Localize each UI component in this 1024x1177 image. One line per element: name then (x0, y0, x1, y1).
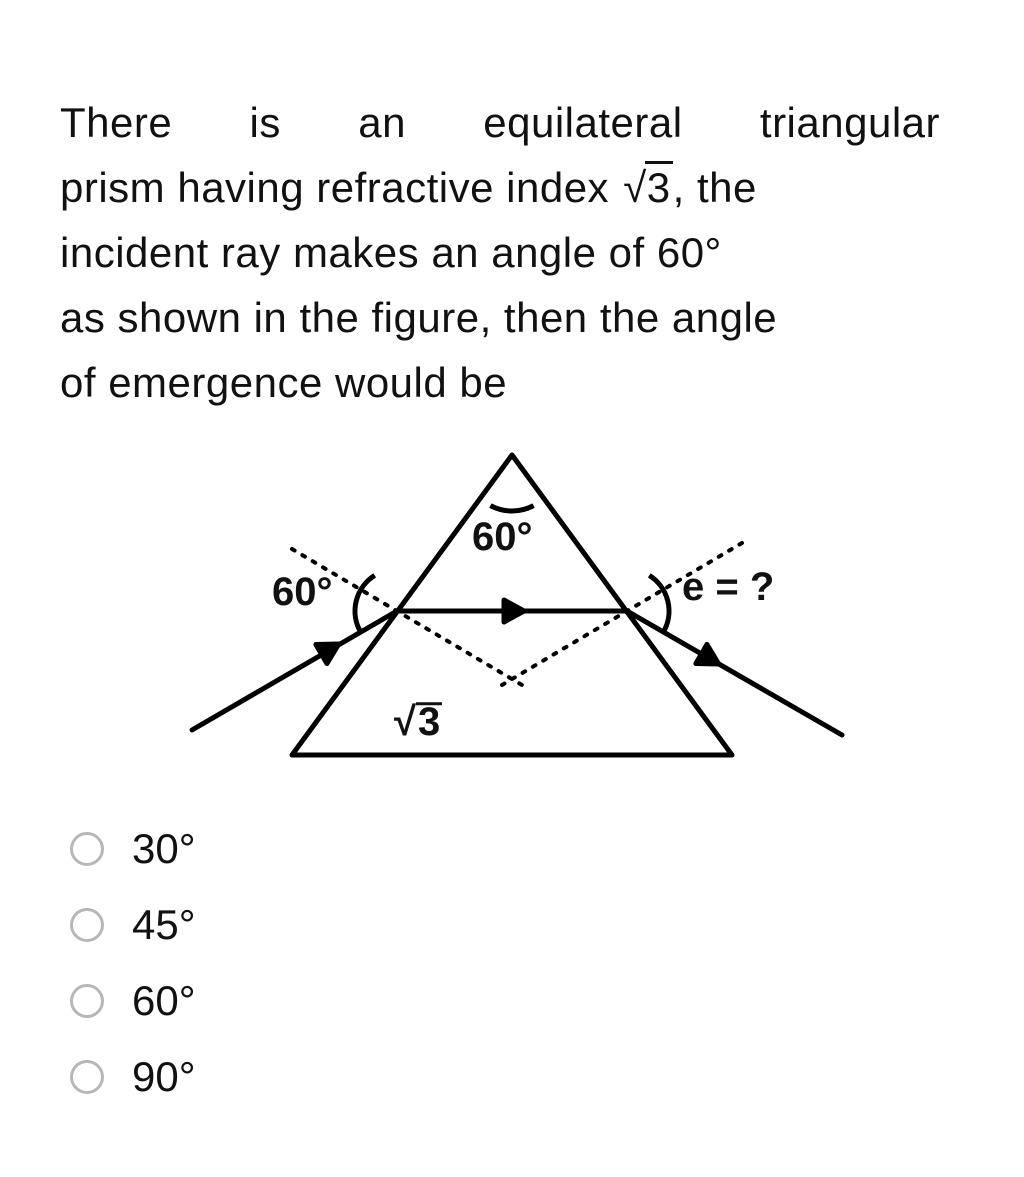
option-c[interactable]: 60° (70, 977, 964, 1025)
svg-text:√: √ (394, 700, 417, 744)
radio-icon[interactable] (70, 984, 104, 1018)
option-a[interactable]: 30° (70, 825, 964, 873)
text: prism having refractive index (60, 164, 621, 211)
prism-figure: 60° 60° e = ? √3 (162, 425, 862, 785)
answer-options: 30° 45° 60° 90° (70, 825, 964, 1101)
word: equilateral (483, 99, 682, 146)
option-d[interactable]: 90° (70, 1053, 964, 1101)
text: , the (673, 164, 757, 211)
question-line-3: incident ray makes an angle of 60° (60, 220, 940, 285)
word: There (60, 99, 172, 146)
question-line-5: of emergence would be (60, 350, 940, 415)
svg-text:3: 3 (418, 700, 440, 744)
svg-text:60°: 60° (272, 570, 333, 614)
question-line-1: There is an equilateral triangular (60, 90, 940, 155)
option-b[interactable]: 45° (70, 901, 964, 949)
option-label: 60° (132, 977, 196, 1025)
option-label: 45° (132, 901, 196, 949)
option-label: 90° (132, 1053, 196, 1101)
radio-icon[interactable] (70, 908, 104, 942)
question-line-2: prism having refractive index 3, the (60, 155, 940, 220)
question-page: There is an equilateral triangular prism… (0, 0, 1024, 1169)
word: is (250, 99, 281, 146)
radio-icon[interactable] (70, 832, 104, 866)
word: triangular (760, 99, 940, 146)
radio-icon[interactable] (70, 1060, 104, 1094)
question-line-4: as shown in the figure, then the angle (60, 285, 940, 350)
question-text: There is an equilateral triangular prism… (60, 90, 940, 415)
svg-text:e = ?: e = ? (682, 565, 774, 609)
option-label: 30° (132, 825, 196, 873)
svg-text:60°: 60° (472, 515, 533, 559)
sqrt-3: 3 (621, 155, 672, 220)
word: an (358, 99, 406, 146)
